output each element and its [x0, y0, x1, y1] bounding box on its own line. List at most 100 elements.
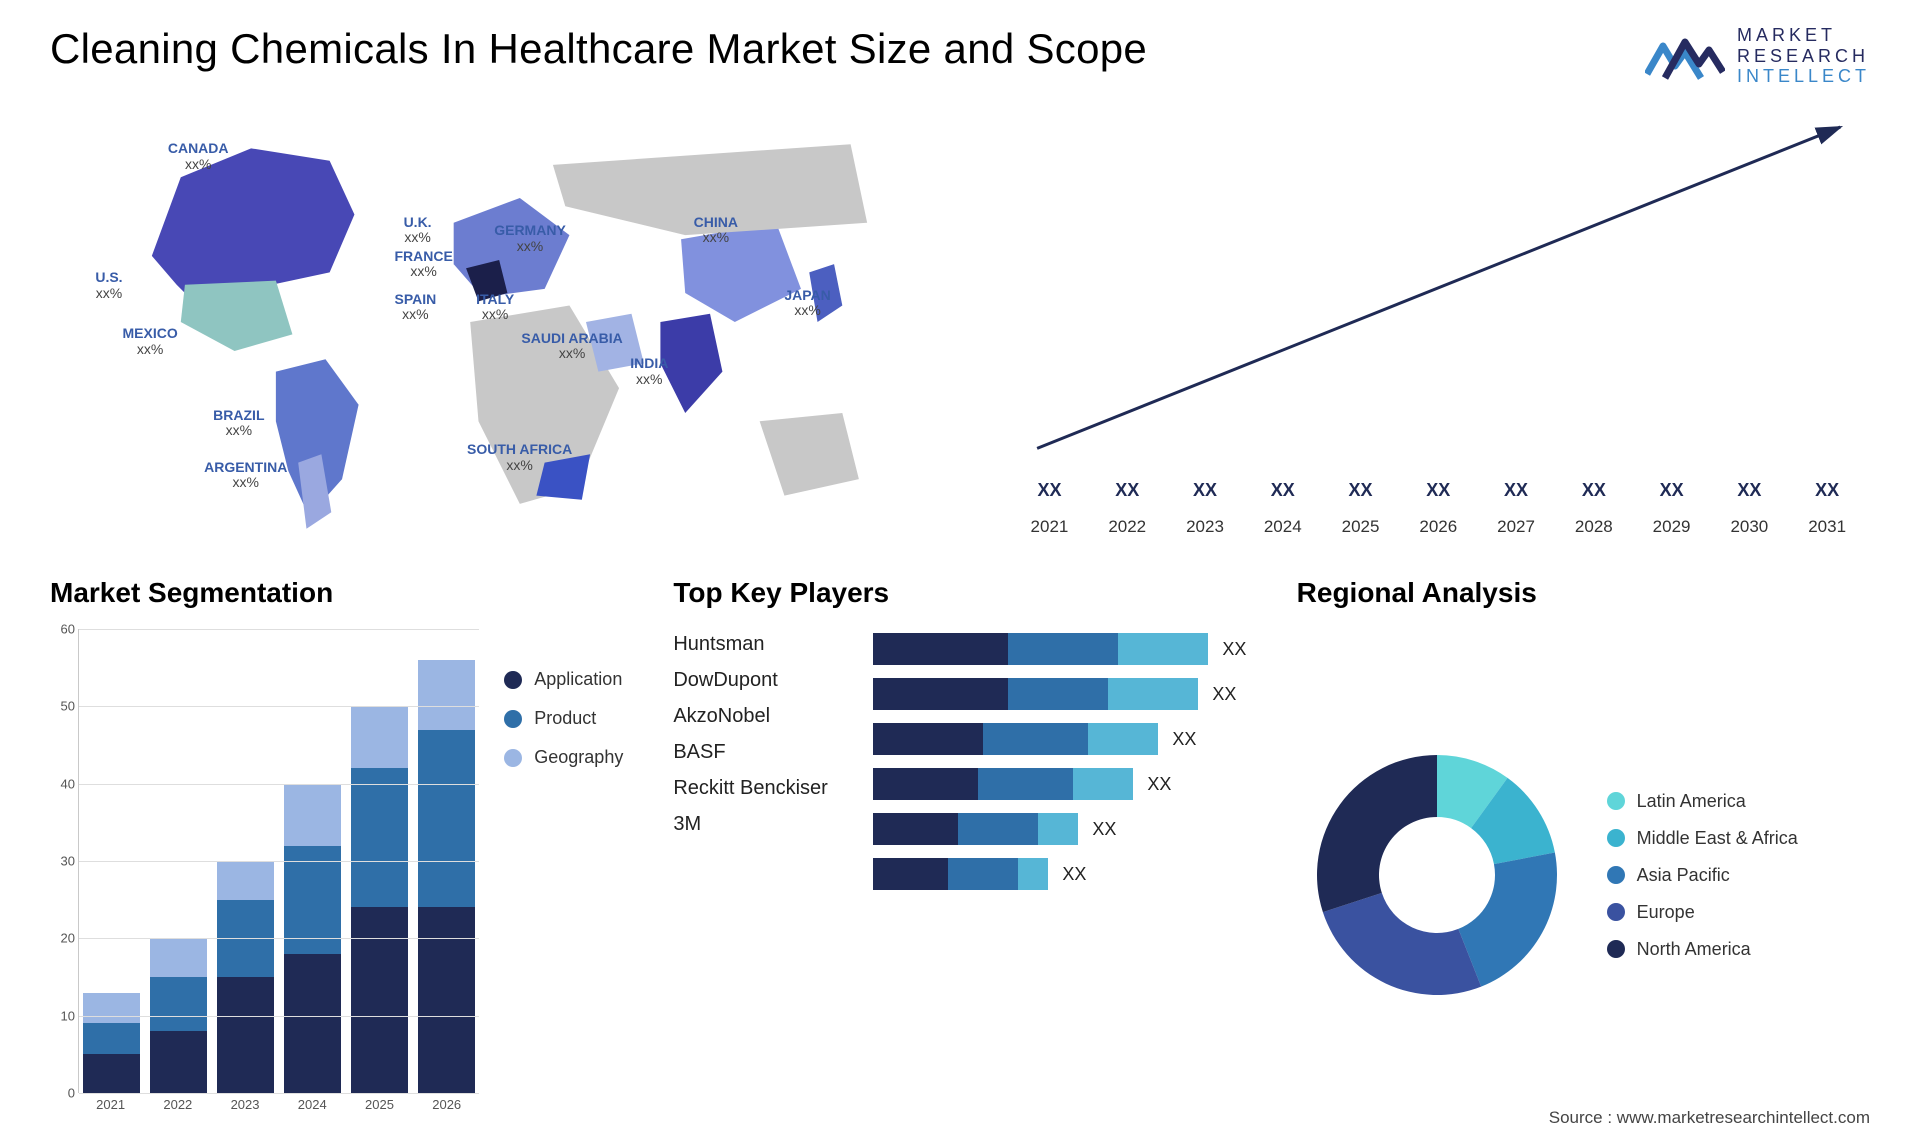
world-map-panel: CANADAxx% U.S.xx%MEXICOxx% BRAZILxx% ARGENT… [50, 107, 957, 537]
growth-year-label: 2021 [1017, 517, 1083, 537]
seg-y-tick: 10 [51, 1008, 75, 1023]
player-bar-row: XX [873, 858, 1246, 890]
growth-year-label: 2025 [1328, 517, 1394, 537]
player-bar-row: XX [873, 633, 1246, 665]
map-label: ITALYxx% [476, 292, 514, 323]
seg-x-label: 2023 [216, 1097, 273, 1121]
legend-dot-icon [1607, 940, 1625, 958]
growth-year-label: 2029 [1639, 517, 1705, 537]
growth-bar: XX [1328, 480, 1394, 507]
growth-bar-label: XX [1815, 480, 1839, 501]
map-label: MEXICOxx% [123, 326, 178, 357]
legend-dot-icon [1607, 903, 1625, 921]
player-name: 3M [673, 813, 863, 836]
growth-year-label: 2026 [1405, 517, 1471, 537]
regional-donut [1297, 735, 1577, 1015]
regional-title: Regional Analysis [1297, 577, 1870, 609]
player-value: XX [1212, 684, 1236, 705]
growth-bar-label: XX [1349, 480, 1373, 501]
map-label: GERMANYxx% [494, 223, 566, 254]
seg-legend-item: Geography [504, 747, 623, 768]
growth-bar: XX [1017, 480, 1083, 507]
player-value: XX [1062, 864, 1086, 885]
map-label: SOUTH AFRICAxx% [467, 442, 572, 473]
map-label: CANADAxx% [168, 141, 229, 172]
growth-bar: XX [1483, 480, 1549, 507]
map-label: CHINAxx% [694, 215, 738, 246]
seg-y-tick: 60 [51, 622, 75, 637]
map-label: FRANCExx% [394, 249, 452, 280]
growth-year-label: 2027 [1483, 517, 1549, 537]
logo-icon [1645, 28, 1725, 84]
growth-bar: XX [1716, 480, 1782, 507]
seg-legend-item: Product [504, 708, 623, 729]
seg-y-tick: 0 [51, 1086, 75, 1101]
growth-bar: XX [1794, 480, 1860, 507]
seg-y-tick: 30 [51, 854, 75, 869]
segmentation-legend: ApplicationProductGeography [504, 629, 623, 1121]
seg-bar [83, 992, 140, 1093]
regional-legend: Latin AmericaMiddle East & AfricaAsia Pa… [1607, 791, 1798, 960]
segmentation-title: Market Segmentation [50, 577, 623, 609]
seg-y-tick: 50 [51, 699, 75, 714]
map-label: JAPANxx% [784, 288, 830, 319]
growth-bar: XX [1405, 480, 1471, 507]
seg-x-label: 2021 [82, 1097, 139, 1121]
map-label: SAUDI ARABIAxx% [521, 331, 622, 362]
page-title: Cleaning Chemicals In Healthcare Market … [50, 25, 1147, 73]
source-text: Source : www.marketresearchintellect.com [1549, 1108, 1870, 1128]
growth-bar-label: XX [1504, 480, 1528, 501]
map-region-india [660, 314, 722, 413]
players-bars: XX XX XX XX XX XX [873, 629, 1246, 1121]
regional-legend-item: Latin America [1607, 791, 1798, 812]
map-label: INDIAxx% [630, 356, 668, 387]
map-label: BRAZILxx% [213, 408, 264, 439]
map-label: SPAINxx% [394, 292, 436, 323]
seg-bar [217, 861, 274, 1093]
regional-legend-item: Europe [1607, 902, 1798, 923]
player-bar-row: XX [873, 813, 1246, 845]
seg-x-label: 2026 [418, 1097, 475, 1121]
player-bar-row: XX [873, 678, 1246, 710]
regional-legend-item: North America [1607, 939, 1798, 960]
seg-x-label: 2024 [284, 1097, 341, 1121]
seg-bar [418, 660, 475, 1093]
seg-x-label: 2025 [351, 1097, 408, 1121]
segmentation-panel: Market Segmentation 0102030405060 202120… [50, 577, 623, 1121]
regional-panel: Regional Analysis Latin AmericaMiddle Ea… [1297, 577, 1870, 1121]
players-title: Top Key Players [673, 577, 1246, 609]
map-label: U.K.xx% [404, 215, 432, 246]
map-label: ARGENTINAxx% [204, 460, 287, 491]
growth-bar-label: XX [1426, 480, 1450, 501]
donut-slice [1317, 755, 1437, 912]
player-value: XX [1222, 639, 1246, 660]
growth-bar: XX [1639, 480, 1705, 507]
players-names: HuntsmanDowDupontAkzoNobelBASFReckitt Be… [673, 629, 863, 1121]
growth-year-label: 2030 [1716, 517, 1782, 537]
player-name: AkzoNobel [673, 705, 863, 728]
growth-year-label: 2031 [1794, 517, 1860, 537]
logo-text: MARKET RESEARCH INTELLECT [1737, 25, 1870, 87]
player-value: XX [1092, 819, 1116, 840]
player-value: XX [1147, 774, 1171, 795]
growth-bar-label: XX [1037, 480, 1061, 501]
growth-year-label: 2022 [1094, 517, 1160, 537]
player-value: XX [1172, 729, 1196, 750]
donut-slice [1323, 893, 1481, 995]
growth-bar-label: XX [1115, 480, 1139, 501]
segmentation-chart: 0102030405060 202120222023202420252026 [50, 629, 479, 1121]
growth-year-label: 2028 [1561, 517, 1627, 537]
logo: MARKET RESEARCH INTELLECT [1645, 25, 1870, 87]
player-name: Huntsman [673, 633, 863, 656]
map-region-australia [760, 413, 859, 496]
player-bar-row: XX [873, 768, 1246, 800]
player-name: Reckitt Benckiser [673, 777, 863, 800]
map-region-usa [181, 281, 293, 351]
growth-year-label: 2023 [1172, 517, 1238, 537]
seg-x-label: 2022 [149, 1097, 206, 1121]
player-bar-row: XX [873, 723, 1246, 755]
growth-bar-label: XX [1660, 480, 1684, 501]
map-label: U.S.xx% [95, 270, 122, 301]
growth-bar: XX [1250, 480, 1316, 507]
growth-bar: XX [1094, 480, 1160, 507]
